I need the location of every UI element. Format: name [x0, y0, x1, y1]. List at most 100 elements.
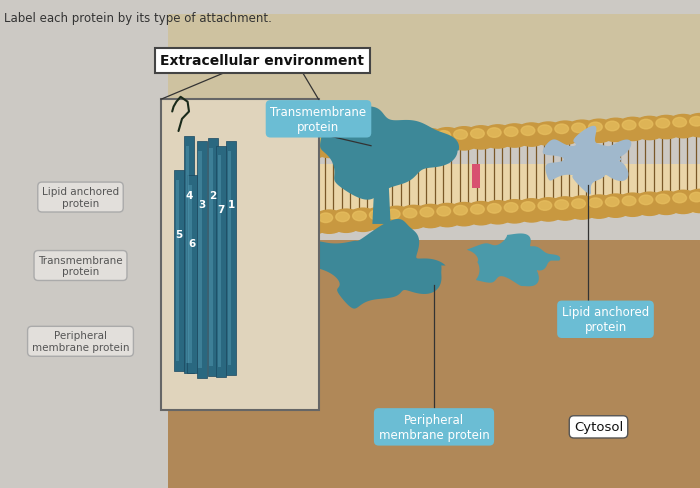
Circle shape: [363, 132, 396, 155]
Circle shape: [330, 134, 363, 157]
Circle shape: [487, 128, 501, 138]
Circle shape: [336, 137, 349, 146]
Circle shape: [380, 207, 413, 230]
Circle shape: [353, 212, 366, 221]
Circle shape: [566, 121, 598, 144]
Text: 1: 1: [228, 200, 234, 210]
Text: Label each protein by its type of attachment.: Label each protein by its type of attach…: [4, 12, 272, 25]
Circle shape: [656, 195, 670, 204]
Circle shape: [403, 209, 417, 219]
Circle shape: [245, 214, 279, 238]
Polygon shape: [320, 107, 459, 200]
Circle shape: [481, 125, 514, 149]
Circle shape: [566, 197, 598, 220]
Circle shape: [370, 135, 383, 144]
Circle shape: [481, 201, 514, 224]
Circle shape: [363, 208, 396, 231]
Circle shape: [622, 121, 636, 131]
Circle shape: [532, 123, 565, 146]
Text: Lipid anchored
protein: Lipid anchored protein: [42, 187, 119, 208]
Circle shape: [599, 119, 632, 142]
Circle shape: [251, 217, 265, 227]
Circle shape: [346, 133, 379, 156]
Circle shape: [555, 125, 568, 134]
Text: 7: 7: [218, 205, 225, 215]
Circle shape: [454, 130, 468, 140]
Circle shape: [437, 131, 451, 141]
Bar: [176, 181, 179, 361]
Circle shape: [285, 140, 299, 149]
Circle shape: [589, 199, 602, 208]
Circle shape: [656, 119, 670, 129]
Polygon shape: [467, 234, 560, 287]
Circle shape: [302, 139, 316, 148]
Text: Peripheral
membrane protein: Peripheral membrane protein: [379, 413, 489, 441]
Circle shape: [582, 196, 615, 219]
Circle shape: [295, 211, 329, 235]
Circle shape: [397, 206, 430, 229]
Bar: [208, 139, 218, 376]
Text: Cytosol: Cytosol: [574, 421, 623, 433]
Bar: [209, 149, 213, 366]
Circle shape: [498, 200, 531, 224]
Circle shape: [414, 205, 447, 228]
Circle shape: [313, 211, 346, 234]
Circle shape: [454, 206, 468, 216]
Circle shape: [268, 216, 282, 226]
Circle shape: [228, 140, 262, 163]
Bar: [188, 185, 192, 364]
Polygon shape: [311, 220, 446, 309]
Circle shape: [397, 130, 430, 154]
Circle shape: [245, 139, 279, 162]
Circle shape: [538, 202, 552, 211]
Circle shape: [268, 141, 282, 150]
Circle shape: [616, 118, 650, 142]
Circle shape: [606, 122, 619, 131]
Circle shape: [319, 214, 332, 223]
Circle shape: [633, 117, 666, 141]
Circle shape: [504, 127, 518, 137]
Circle shape: [650, 192, 683, 215]
Circle shape: [279, 137, 312, 160]
Circle shape: [538, 126, 552, 135]
Text: 4: 4: [186, 190, 192, 200]
Polygon shape: [168, 15, 700, 138]
Circle shape: [386, 134, 400, 143]
Circle shape: [582, 120, 615, 143]
Circle shape: [683, 190, 700, 213]
Text: Extracellular environment: Extracellular environment: [160, 54, 365, 68]
Text: 3: 3: [198, 200, 205, 210]
Bar: [174, 171, 184, 371]
Circle shape: [370, 211, 383, 220]
Bar: [228, 151, 231, 365]
Text: Peripheral
membrane protein: Peripheral membrane protein: [32, 331, 130, 352]
Circle shape: [549, 122, 582, 145]
Circle shape: [251, 142, 265, 151]
Circle shape: [279, 212, 312, 236]
Circle shape: [386, 210, 400, 219]
Circle shape: [464, 126, 498, 150]
Bar: [472, 165, 480, 188]
Text: Lipid anchored
protein: Lipid anchored protein: [562, 305, 649, 334]
Circle shape: [234, 142, 248, 152]
Circle shape: [420, 208, 434, 218]
Circle shape: [683, 114, 700, 138]
Circle shape: [521, 126, 535, 136]
Bar: [198, 151, 202, 368]
Polygon shape: [372, 181, 391, 224]
Circle shape: [353, 136, 366, 145]
Bar: [216, 146, 226, 377]
Circle shape: [549, 198, 582, 221]
Circle shape: [673, 118, 687, 128]
Circle shape: [589, 123, 602, 132]
Circle shape: [572, 124, 585, 133]
Bar: [161, 100, 318, 410]
Bar: [197, 142, 206, 378]
Circle shape: [403, 133, 417, 143]
Circle shape: [330, 210, 363, 233]
Circle shape: [498, 124, 531, 148]
Circle shape: [666, 115, 700, 139]
Circle shape: [285, 215, 299, 225]
Polygon shape: [168, 241, 700, 488]
Circle shape: [302, 214, 316, 224]
